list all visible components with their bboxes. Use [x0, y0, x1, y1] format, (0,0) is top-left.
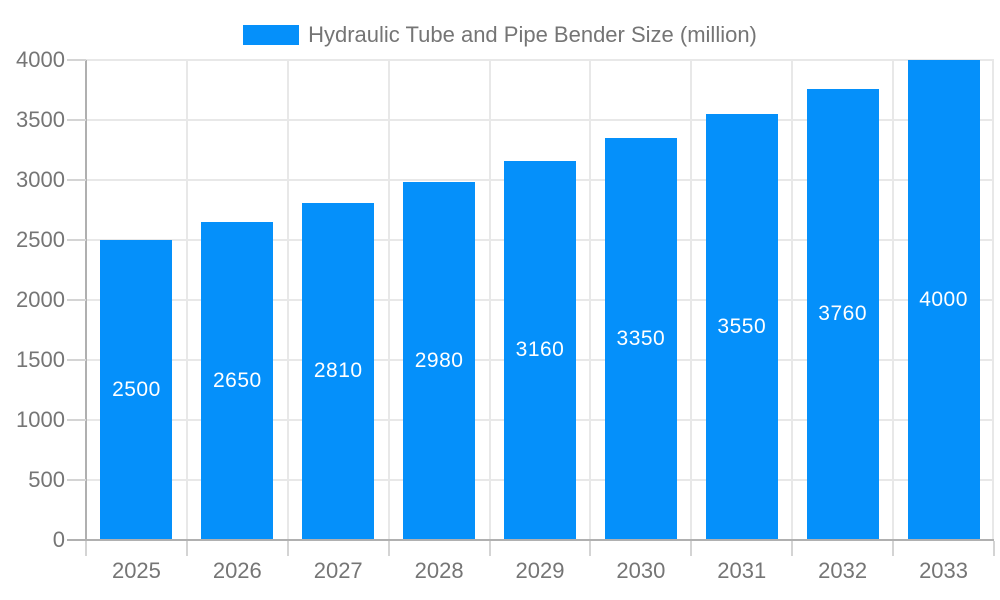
x-axis-tick: [488, 541, 491, 556]
x-axis-line: [67, 539, 994, 541]
x-axis-tick: [993, 541, 995, 556]
x-axis-tick: [85, 541, 87, 556]
x-axis-label: 2027: [313, 558, 363, 583]
bar-value-label: 3350: [616, 327, 666, 350]
x-gridline: [791, 60, 794, 540]
bar-2025[interactable]: 2500: [100, 240, 173, 540]
bar-value-label: 3760: [818, 302, 868, 326]
x-axis-tick: [791, 541, 794, 556]
legend[interactable]: Hydraulic Tube and Pipe Bender Size (mil…: [0, 20, 1000, 50]
x-axis-label: 2031: [717, 558, 767, 583]
x-gridline: [286, 60, 289, 540]
bar-2030[interactable]: 3350: [604, 138, 677, 540]
x-gridline: [185, 60, 188, 540]
y-axis-label: 4000: [16, 47, 65, 72]
x-axis-tick: [286, 541, 289, 556]
bar-2029[interactable]: 3160: [504, 160, 576, 540]
y-axis-label: 2500: [16, 227, 65, 252]
bar-value-label: 2980: [414, 349, 464, 373]
y-axis-label: 1500: [16, 347, 65, 372]
x-gridline: [387, 60, 390, 540]
y-axis-tick: [67, 179, 86, 181]
bar-2027[interactable]: 2810: [302, 202, 375, 540]
y-axis-label: 2000: [16, 287, 65, 312]
x-gridline: [488, 60, 491, 540]
y-axis-tick: [67, 239, 86, 241]
plot-area: 2500 2650 2810 2980 3160 3350 3550 3760 4000: [86, 59, 994, 540]
legend-label: Hydraulic Tube and Pipe Bender Size (mil…: [308, 22, 757, 47]
bar-value-label: 2500: [112, 378, 161, 401]
y-gridline: [86, 119, 994, 121]
bar-value-label: 3160: [515, 338, 565, 362]
bar-value-label: 2650: [212, 369, 262, 392]
y-axis-label: 3500: [16, 107, 65, 132]
x-gridline: [589, 60, 592, 540]
bar-2026[interactable]: 2650: [201, 222, 274, 540]
x-axis-label: 2032: [818, 558, 868, 583]
y-axis-label: 3000: [16, 167, 65, 192]
y-axis-line: [85, 60, 87, 556]
bar-value-label: 2810: [313, 359, 363, 383]
y-axis-label: 0: [52, 527, 65, 552]
y-axis-label: 500: [28, 467, 65, 492]
y-axis-label: 1000: [16, 407, 65, 432]
x-axis-label: 2026: [212, 558, 262, 583]
bar-2033[interactable]: 4000: [907, 60, 980, 540]
y-axis-tick: [67, 59, 86, 61]
x-axis-label: 2030: [616, 558, 666, 583]
y-axis-tick: [67, 299, 86, 301]
x-axis-label: 2029: [515, 558, 565, 583]
bar-2028[interactable]: 2980: [403, 182, 476, 540]
legend-swatch: [243, 25, 300, 45]
x-axis-label: 2028: [414, 558, 464, 583]
x-axis-tick: [690, 541, 693, 556]
x-axis-tick: [185, 541, 188, 556]
bar-2032[interactable]: 3760: [806, 88, 879, 540]
x-gridline: [992, 60, 994, 540]
x-gridline: [690, 60, 693, 540]
x-axis-tick: [387, 541, 390, 556]
bar-value-label: 4000: [919, 288, 968, 311]
bar-value-label: 3550: [717, 315, 767, 338]
bar-2031[interactable]: 3550: [705, 114, 778, 540]
y-axis-tick: [67, 479, 86, 481]
y-axis-tick: [67, 419, 86, 421]
x-axis-label: 2033: [919, 558, 969, 583]
x-gridline: [892, 60, 895, 540]
y-gridline: [86, 59, 994, 61]
x-axis-tick: [589, 541, 592, 556]
x-axis-label: 2025: [111, 558, 161, 583]
y-axis-tick: [67, 359, 86, 361]
x-axis-tick: [892, 541, 895, 556]
y-axis-tick: [67, 119, 86, 121]
